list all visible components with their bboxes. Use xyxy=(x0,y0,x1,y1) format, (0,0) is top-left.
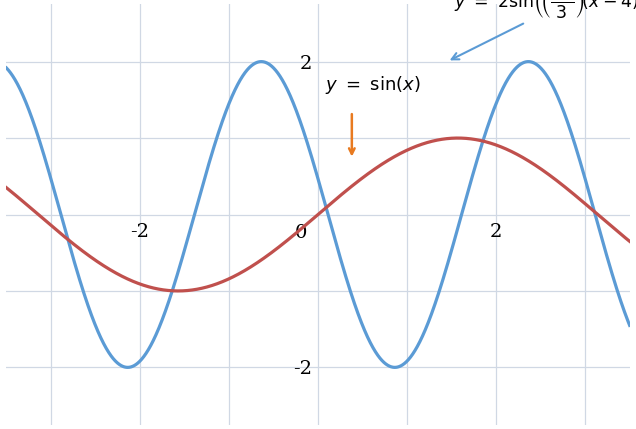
Text: $y\ =\ 2\sin\!\left(\!\left(\dfrac{2\pi}{3}\right)\!(x-4)+5\right)$: $y\ =\ 2\sin\!\left(\!\left(\dfrac{2\pi}… xyxy=(452,0,636,59)
Text: $y\ =\ \sin(x)$: $y\ =\ \sin(x)$ xyxy=(325,74,421,96)
Text: 0: 0 xyxy=(295,224,307,242)
